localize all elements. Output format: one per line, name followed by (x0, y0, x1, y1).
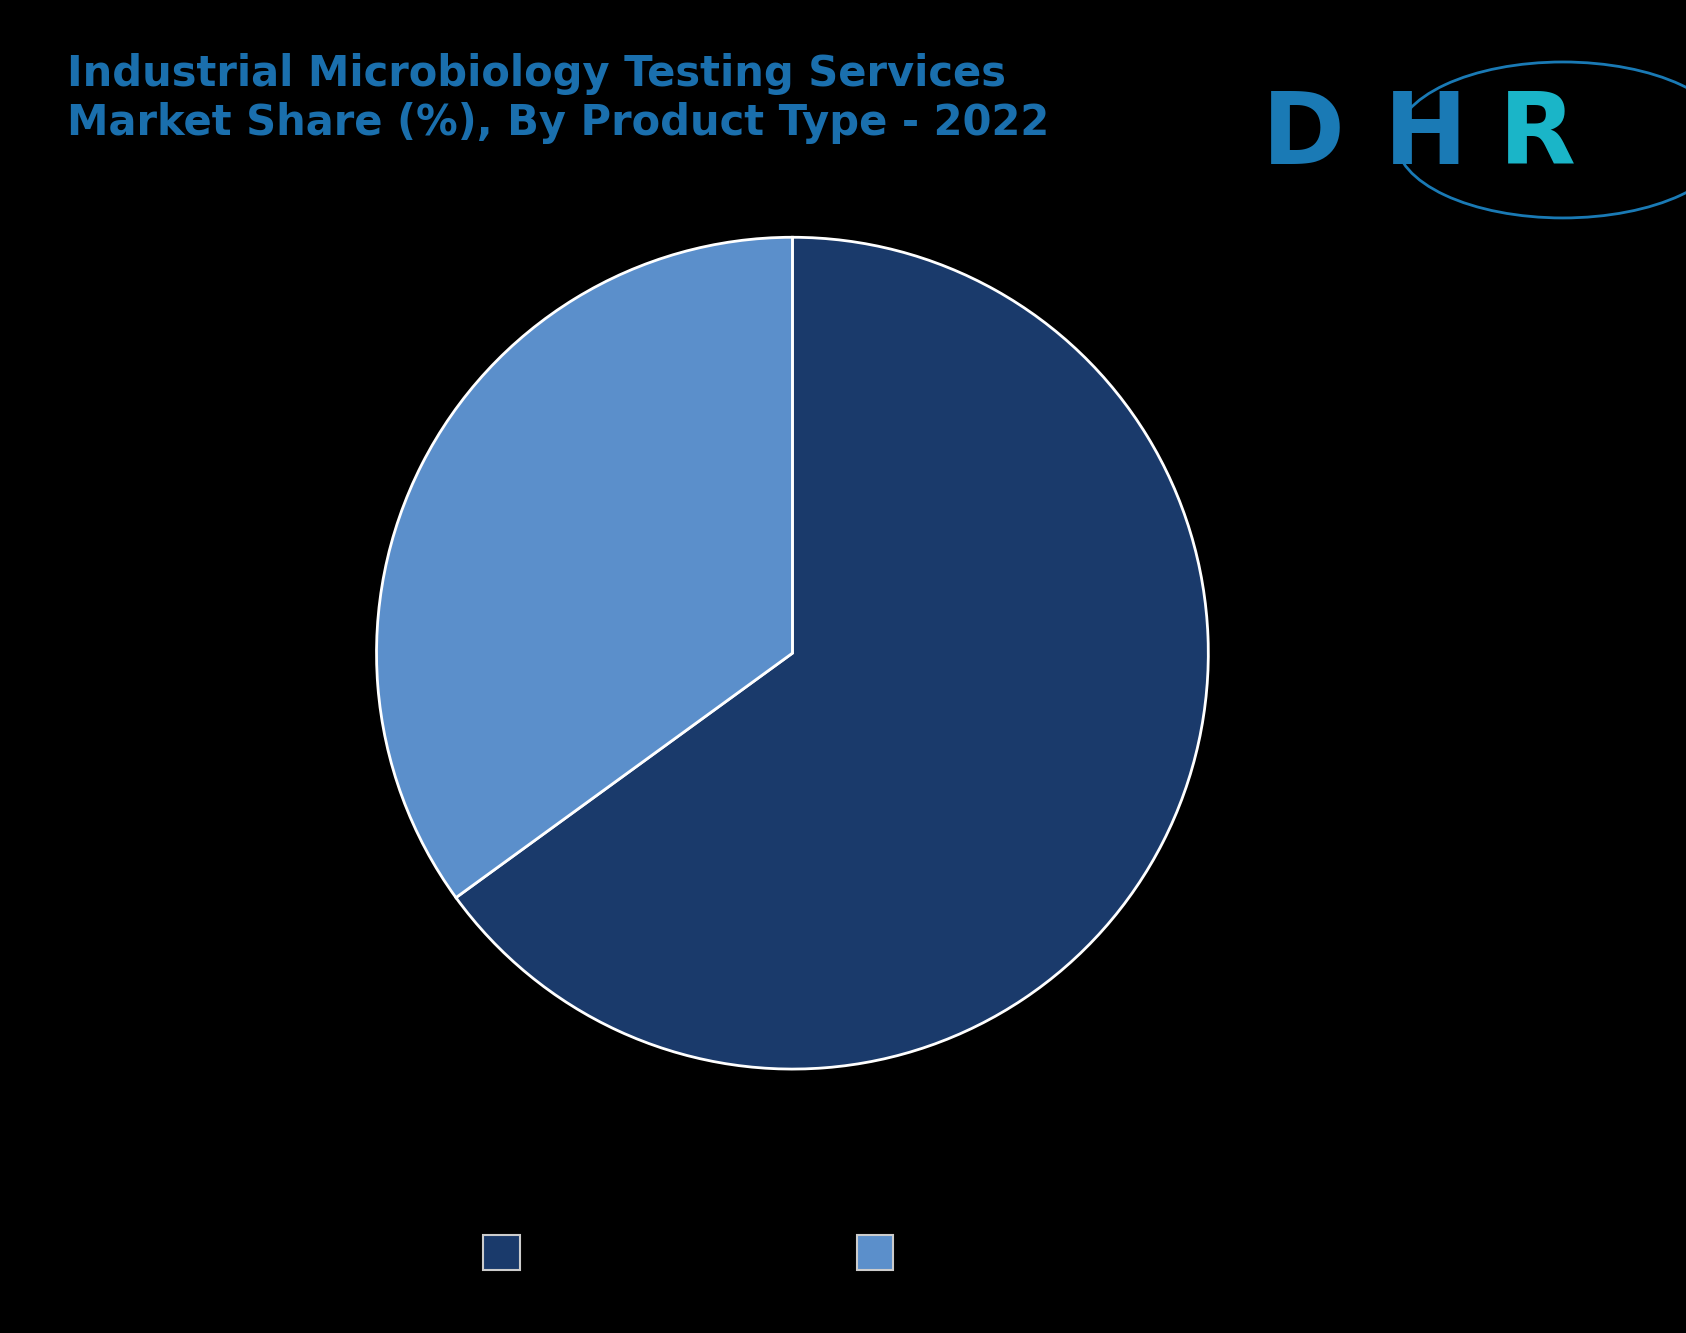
Text: Industrial Microbiology Testing Services
Market Share (%), By Product Type - 202: Industrial Microbiology Testing Services… (67, 53, 1050, 144)
Text: R: R (1499, 88, 1575, 185)
Text: D: D (1261, 88, 1345, 185)
Wedge shape (455, 237, 1209, 1069)
Text: H: H (1384, 88, 1467, 185)
Legend: Consumables, Instruments: Consumables, Instruments (470, 1222, 1114, 1282)
Wedge shape (376, 237, 792, 897)
